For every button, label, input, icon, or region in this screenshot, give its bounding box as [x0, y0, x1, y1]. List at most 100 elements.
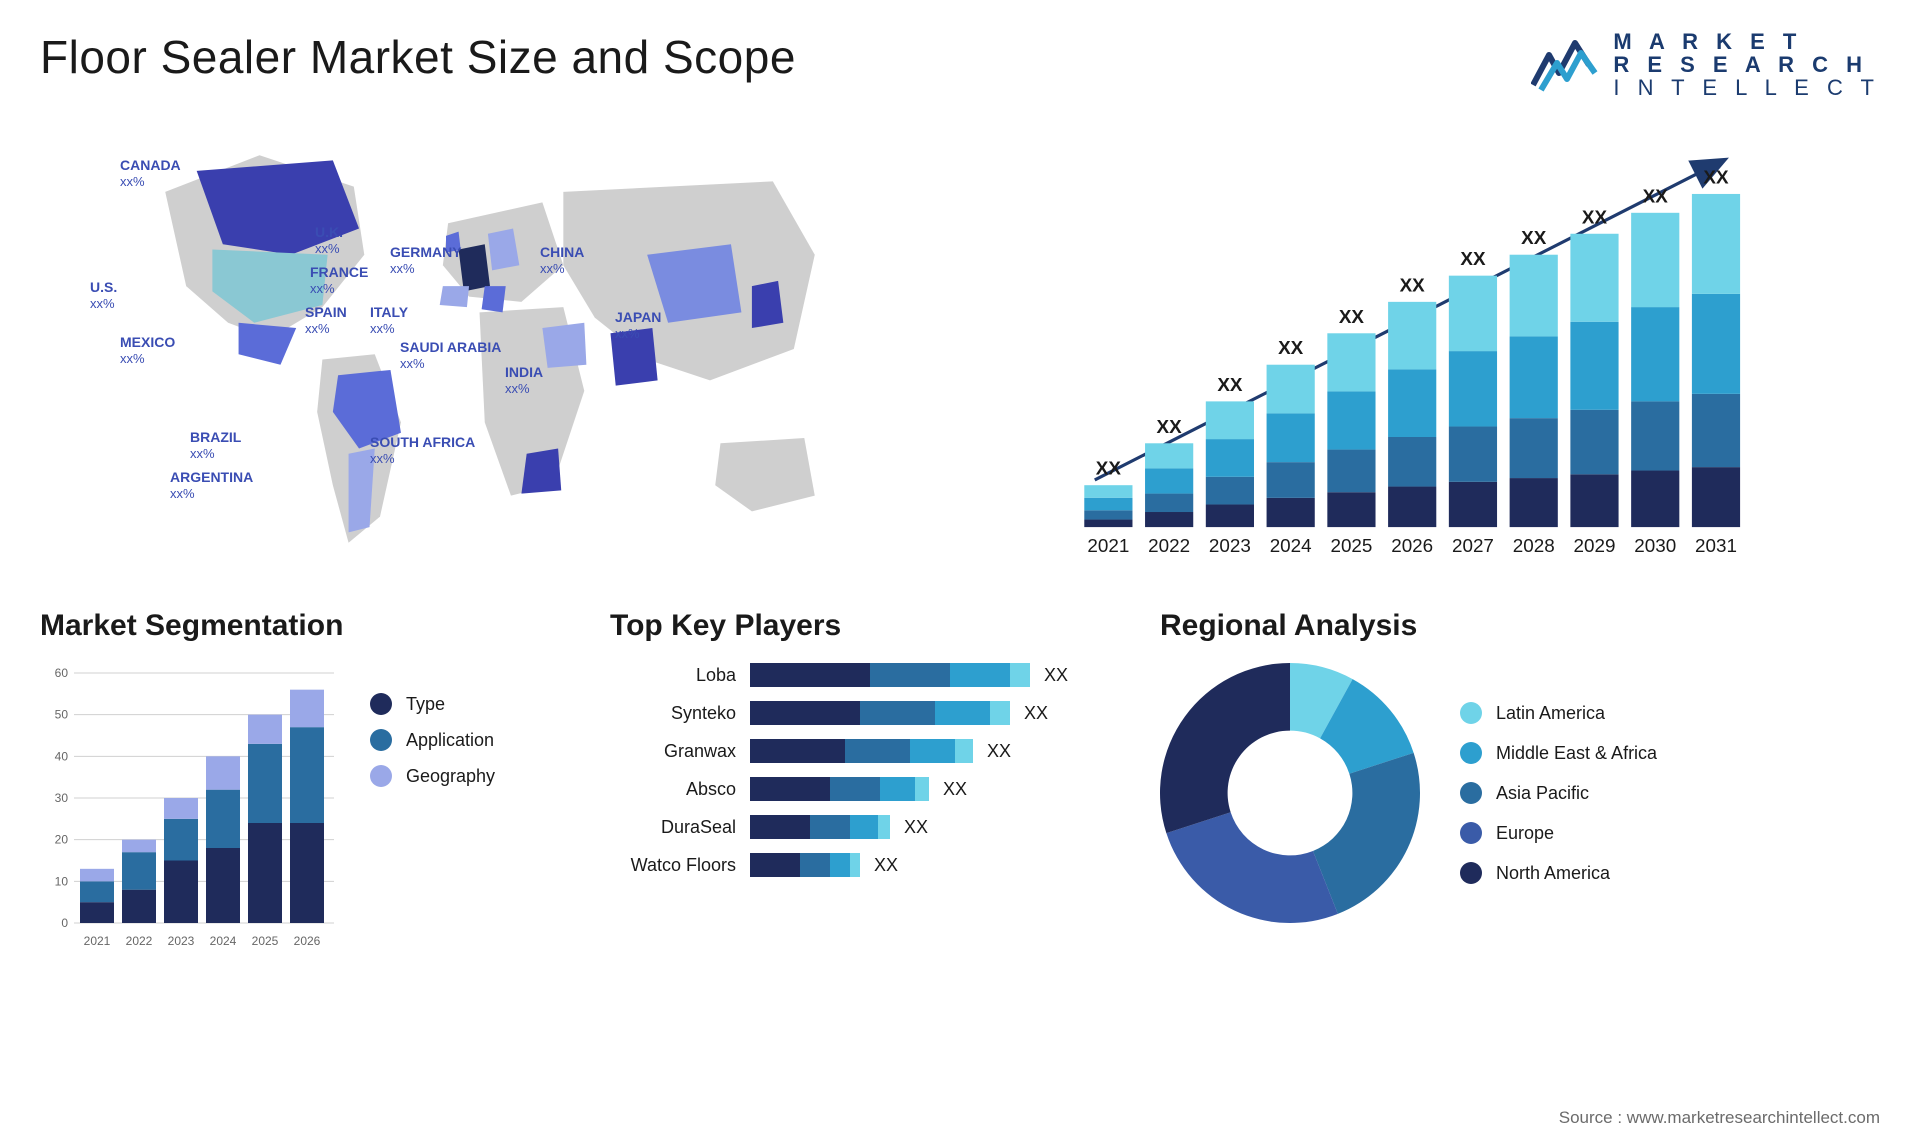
svg-text:XX: XX [1643, 186, 1669, 207]
legend-label: Asia Pacific [1496, 783, 1589, 804]
svg-text:2028: 2028 [1513, 536, 1555, 557]
player-bar [750, 739, 973, 763]
world-map-panel: CANADAxx% U.S.xx%MEXICOxx% BRAZILxx% ARGENT… [40, 129, 940, 569]
segmentation-chart: 0102030405060202120222023202420252026 [40, 663, 340, 953]
legend-swatch-icon [1460, 862, 1482, 884]
player-bar [750, 663, 1030, 687]
legend-item: Latin America [1460, 702, 1657, 724]
svg-text:2023: 2023 [168, 934, 195, 948]
legend-label: Europe [1496, 823, 1554, 844]
map-label: GERMANYxx% [390, 244, 462, 277]
svg-text:50: 50 [55, 708, 69, 722]
legend-label: Type [406, 694, 445, 715]
svg-text:XX: XX [1157, 416, 1183, 437]
map-label: CANADAxx% [120, 157, 181, 190]
segmentation-legend: Type Application Geography [370, 693, 495, 953]
map-label: FRANCExx% [310, 264, 368, 297]
legend-item: Europe [1460, 822, 1657, 844]
svg-text:40: 40 [55, 750, 69, 764]
svg-text:2027: 2027 [1452, 536, 1494, 557]
segmentation-heading: Market Segmentation [40, 609, 560, 643]
svg-text:2029: 2029 [1574, 536, 1616, 557]
svg-text:XX: XX [1339, 306, 1365, 327]
svg-text:2026: 2026 [1391, 536, 1433, 557]
player-label: Loba [610, 665, 750, 686]
legend-label: North America [1496, 863, 1610, 884]
main-bar-chart: XX2021XX2022XX2023XX2024XX2025XX2026XX20… [980, 129, 1880, 569]
svg-text:60: 60 [55, 666, 69, 680]
svg-text:10: 10 [55, 875, 69, 889]
legend-item: Application [370, 729, 495, 751]
legend-item: North America [1460, 862, 1657, 884]
logo-text-2: R E S E A R C H [1613, 53, 1880, 76]
svg-text:2031: 2031 [1695, 536, 1737, 557]
svg-text:XX: XX [1521, 228, 1547, 249]
svg-text:XX: XX [1582, 207, 1608, 228]
player-row: Synteko XX [610, 701, 1110, 725]
map-label: SPAINxx% [305, 304, 347, 337]
player-row: Watco FloorsXX [610, 853, 1110, 877]
player-row: Absco XX [610, 777, 1110, 801]
svg-text:XX: XX [1400, 275, 1426, 296]
svg-text:0: 0 [61, 916, 68, 930]
map-label: CHINAxx% [540, 244, 584, 277]
map-label: MEXICOxx% [120, 334, 175, 367]
svg-text:2021: 2021 [84, 934, 111, 948]
player-value: XX [987, 741, 1011, 762]
map-label: SOUTH AFRICAxx% [370, 434, 475, 467]
player-label: Absco [610, 779, 750, 800]
svg-text:2026: 2026 [294, 934, 321, 948]
legend-label: Geography [406, 766, 495, 787]
map-label: U.S.xx% [90, 279, 117, 312]
legend-item: Asia Pacific [1460, 782, 1657, 804]
svg-text:2025: 2025 [1330, 536, 1372, 557]
regional-heading: Regional Analysis [1160, 609, 1880, 643]
legend-swatch-icon [1460, 782, 1482, 804]
page-title: Floor Sealer Market Size and Scope [40, 30, 796, 84]
player-row: LobaXX [610, 663, 1110, 687]
player-label: Synteko [610, 703, 750, 724]
regional-legend: Latin America Middle East & Africa Asia Pa… [1460, 702, 1657, 884]
legend-swatch-icon [1460, 742, 1482, 764]
legend-label: Middle East & Africa [1496, 743, 1657, 764]
svg-text:2021: 2021 [1087, 536, 1129, 557]
svg-text:2025: 2025 [252, 934, 279, 948]
legend-label: Latin America [1496, 703, 1605, 724]
logo-text-3: I N T E L L E C T [1613, 76, 1880, 99]
player-label: Granwax [610, 741, 750, 762]
player-bar [750, 815, 890, 839]
map-label: ARGENTINAxx% [170, 469, 253, 502]
legend-item: Type [370, 693, 495, 715]
logo-mark-icon [1531, 35, 1601, 95]
player-value: XX [943, 779, 967, 800]
svg-text:XX: XX [1703, 167, 1729, 188]
svg-text:30: 30 [55, 791, 69, 805]
player-bar [750, 701, 1010, 725]
svg-text:2024: 2024 [210, 934, 237, 948]
brand-logo: M A R K E T R E S E A R C H I N T E L L … [1531, 30, 1880, 99]
svg-text:2030: 2030 [1634, 536, 1676, 557]
legend-item: Middle East & Africa [1460, 742, 1657, 764]
legend-label: Application [406, 730, 494, 751]
player-value: XX [904, 817, 928, 838]
logo-text-1: M A R K E T [1613, 30, 1880, 53]
svg-text:2022: 2022 [1148, 536, 1190, 557]
legend-item: Geography [370, 765, 495, 787]
svg-text:2024: 2024 [1270, 536, 1312, 557]
key-players-heading: Top Key Players [610, 609, 1110, 643]
player-value: XX [1024, 703, 1048, 724]
legend-swatch-icon [370, 693, 392, 715]
legend-swatch-icon [1460, 702, 1482, 724]
key-players-chart: LobaXXSyntekoXXGranwaxXXAbscoXXDuraSealX… [610, 663, 1110, 891]
player-row: DuraSealXX [610, 815, 1110, 839]
player-bar [750, 777, 929, 801]
legend-swatch-icon [370, 765, 392, 787]
regional-donut-chart [1160, 663, 1420, 923]
svg-text:XX: XX [1460, 248, 1486, 269]
source-text: Source : www.marketresearchintellect.com [1559, 1108, 1880, 1128]
map-label: BRAZILxx% [190, 429, 241, 462]
svg-text:XX: XX [1096, 458, 1122, 479]
map-label: SAUDI ARABIAxx% [400, 339, 501, 372]
map-label: ITALYxx% [370, 304, 408, 337]
svg-text:XX: XX [1278, 338, 1304, 359]
